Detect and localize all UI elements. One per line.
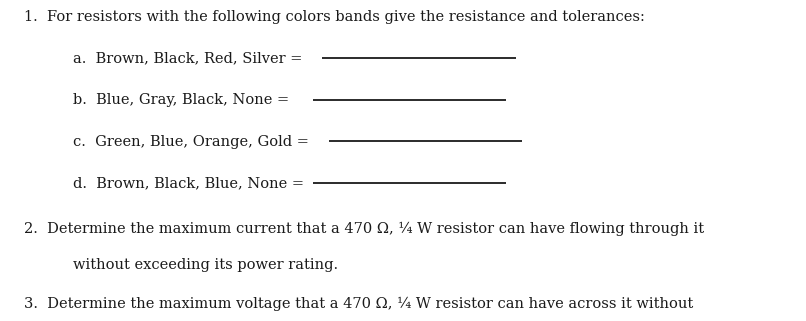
Text: 2.  Determine the maximum current that a 470 Ω, ¼ W resistor can have flowing th: 2. Determine the maximum current that a … [24, 221, 704, 236]
Text: a.  Brown, Black, Red, Silver =: a. Brown, Black, Red, Silver = [73, 51, 302, 65]
Text: c.  Green, Blue, Orange, Gold =: c. Green, Blue, Orange, Gold = [73, 135, 309, 149]
Text: 3.  Determine the maximum voltage that a 470 Ω, ¼ W resistor can have across it : 3. Determine the maximum voltage that a … [24, 297, 693, 311]
Text: b.  Blue, Gray, Black, None =: b. Blue, Gray, Black, None = [73, 93, 289, 107]
Text: d.  Brown, Black, Blue, None =: d. Brown, Black, Blue, None = [73, 177, 304, 191]
Text: 1.  For resistors with the following colors bands give the resistance and tolera: 1. For resistors with the following colo… [24, 10, 645, 24]
Text: without exceeding its power rating.: without exceeding its power rating. [73, 258, 338, 273]
